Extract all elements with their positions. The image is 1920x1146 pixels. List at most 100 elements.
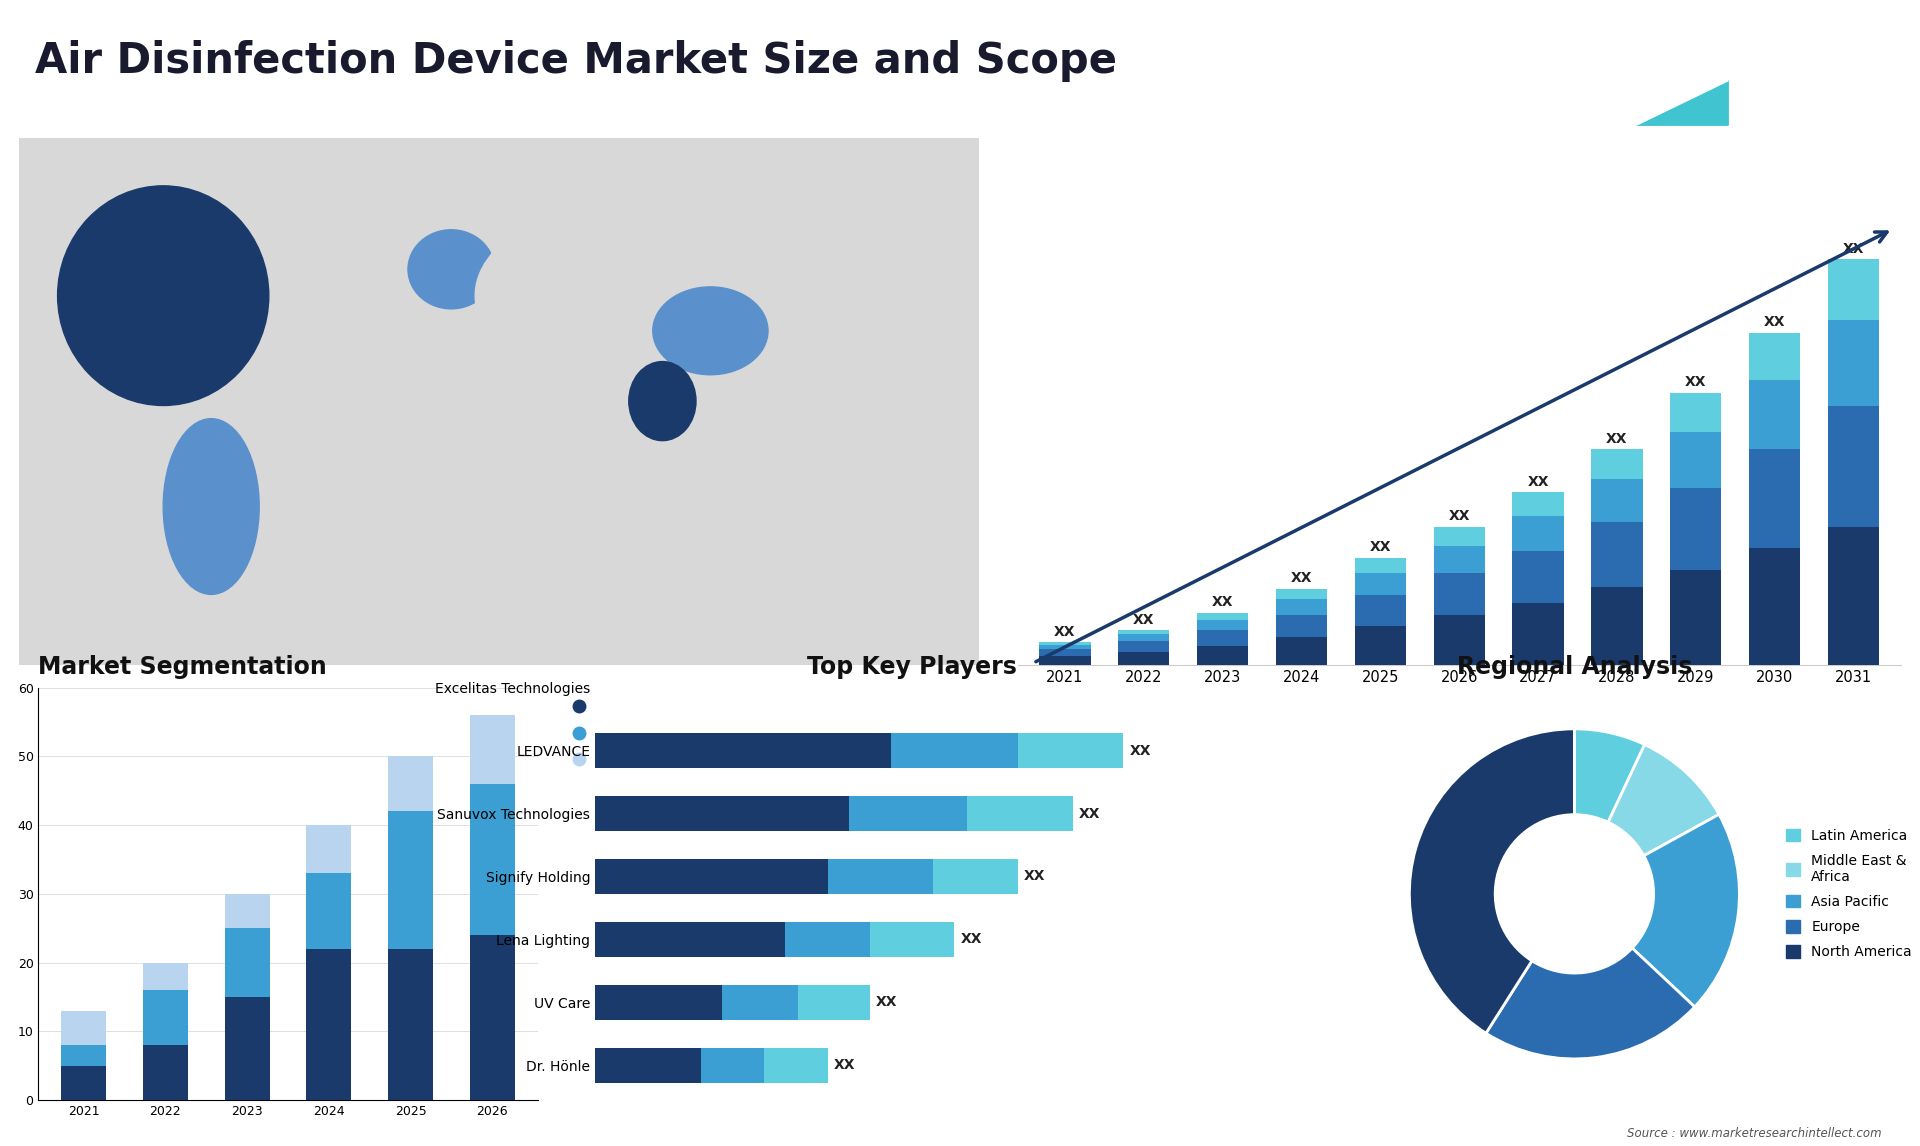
Bar bbox=[1592, 449, 1642, 479]
Text: XX: XX bbox=[1843, 242, 1864, 256]
Bar bbox=[1039, 649, 1091, 656]
Text: XX: XX bbox=[1133, 613, 1154, 627]
Bar bbox=[1018, 733, 1123, 768]
Bar bbox=[1670, 393, 1722, 432]
Bar bbox=[595, 733, 891, 768]
Wedge shape bbox=[1486, 948, 1695, 1059]
Bar bbox=[1196, 630, 1248, 645]
Text: XX: XX bbox=[1023, 870, 1044, 884]
Ellipse shape bbox=[163, 418, 259, 595]
Legend: Latin America, Middle East &
Africa, Asia Pacific, Europe, North America: Latin America, Middle East & Africa, Asi… bbox=[1780, 822, 1918, 966]
Bar bbox=[1356, 573, 1405, 595]
Bar bbox=[470, 715, 515, 784]
Bar bbox=[1434, 545, 1484, 573]
Bar bbox=[968, 796, 1073, 831]
Title: Regional Analysis: Regional Analysis bbox=[1457, 654, 1692, 678]
Bar bbox=[1277, 614, 1327, 637]
Bar bbox=[1196, 620, 1248, 630]
Ellipse shape bbox=[407, 229, 495, 308]
Bar bbox=[142, 963, 188, 990]
Bar bbox=[307, 873, 351, 949]
Wedge shape bbox=[1574, 729, 1645, 822]
Bar bbox=[1749, 449, 1801, 548]
Text: Market Segmentation: Market Segmentation bbox=[38, 654, 326, 678]
Bar bbox=[225, 997, 269, 1100]
Bar bbox=[1277, 589, 1327, 599]
Text: XX: XX bbox=[960, 933, 981, 947]
Text: XX: XX bbox=[1448, 509, 1471, 524]
Bar bbox=[1117, 630, 1169, 635]
Text: XX: XX bbox=[833, 1059, 854, 1073]
Bar bbox=[1117, 652, 1169, 665]
Wedge shape bbox=[1632, 815, 1740, 1007]
Bar bbox=[1039, 645, 1091, 649]
Bar bbox=[1277, 637, 1327, 665]
Bar bbox=[61, 1011, 106, 1045]
Bar bbox=[1434, 527, 1484, 545]
Text: XX: XX bbox=[1079, 807, 1100, 821]
Bar bbox=[307, 825, 351, 873]
Ellipse shape bbox=[413, 348, 509, 542]
Text: XX: XX bbox=[1369, 540, 1392, 555]
Ellipse shape bbox=[476, 199, 812, 392]
Bar bbox=[1117, 642, 1169, 652]
Bar bbox=[1513, 603, 1563, 665]
Bar bbox=[1513, 492, 1563, 517]
Text: XX: XX bbox=[1764, 315, 1786, 329]
Polygon shape bbox=[1636, 38, 1728, 125]
Bar bbox=[1434, 614, 1484, 665]
Bar bbox=[1670, 432, 1722, 488]
Bar bbox=[933, 860, 1018, 894]
Text: XX: XX bbox=[1212, 596, 1233, 610]
Text: XX: XX bbox=[1526, 474, 1549, 488]
Bar bbox=[307, 949, 351, 1100]
Text: XX: XX bbox=[1607, 432, 1628, 446]
Bar bbox=[1277, 599, 1327, 614]
Bar bbox=[142, 1045, 188, 1100]
Bar bbox=[388, 949, 434, 1100]
Bar bbox=[1749, 548, 1801, 665]
Bar bbox=[595, 860, 828, 894]
Bar bbox=[1592, 479, 1642, 523]
Bar bbox=[891, 733, 1018, 768]
Bar bbox=[1356, 626, 1405, 665]
Bar bbox=[1039, 656, 1091, 665]
Bar bbox=[1828, 406, 1880, 527]
Bar bbox=[1196, 645, 1248, 665]
Bar bbox=[595, 1049, 701, 1083]
Bar bbox=[1749, 380, 1801, 449]
Bar bbox=[1039, 642, 1091, 645]
Ellipse shape bbox=[653, 286, 768, 375]
Bar bbox=[1670, 570, 1722, 665]
Bar bbox=[1356, 595, 1405, 626]
Bar bbox=[799, 986, 870, 1020]
Bar bbox=[1670, 488, 1722, 570]
Bar bbox=[1196, 613, 1248, 620]
Text: MARKET
RESEARCH
INTELLECT: MARKET RESEARCH INTELLECT bbox=[1747, 52, 1801, 86]
Text: Source : www.marketresearchintellect.com: Source : www.marketresearchintellect.com bbox=[1626, 1128, 1882, 1140]
Bar bbox=[142, 990, 188, 1045]
Polygon shape bbox=[1636, 80, 1728, 125]
Bar bbox=[1828, 259, 1880, 320]
Bar bbox=[225, 928, 269, 997]
Bar bbox=[388, 756, 434, 811]
Text: XX: XX bbox=[876, 996, 897, 1010]
Text: XX: XX bbox=[1129, 744, 1150, 758]
Ellipse shape bbox=[58, 186, 269, 406]
Bar bbox=[595, 796, 849, 831]
Bar bbox=[595, 923, 785, 957]
Legend: Type, Application, Geography: Type, Application, Geography bbox=[559, 694, 684, 772]
Bar bbox=[470, 935, 515, 1100]
Bar bbox=[1513, 517, 1563, 551]
Ellipse shape bbox=[630, 361, 697, 440]
Title: Top Key Players: Top Key Players bbox=[806, 654, 1018, 678]
Bar bbox=[1592, 523, 1642, 587]
Wedge shape bbox=[1409, 729, 1574, 1034]
Bar bbox=[701, 1049, 764, 1083]
Bar bbox=[1749, 332, 1801, 380]
Bar bbox=[388, 811, 434, 949]
Bar bbox=[849, 796, 968, 831]
Bar bbox=[61, 1045, 106, 1066]
Bar bbox=[1356, 558, 1405, 573]
Circle shape bbox=[1496, 815, 1653, 973]
